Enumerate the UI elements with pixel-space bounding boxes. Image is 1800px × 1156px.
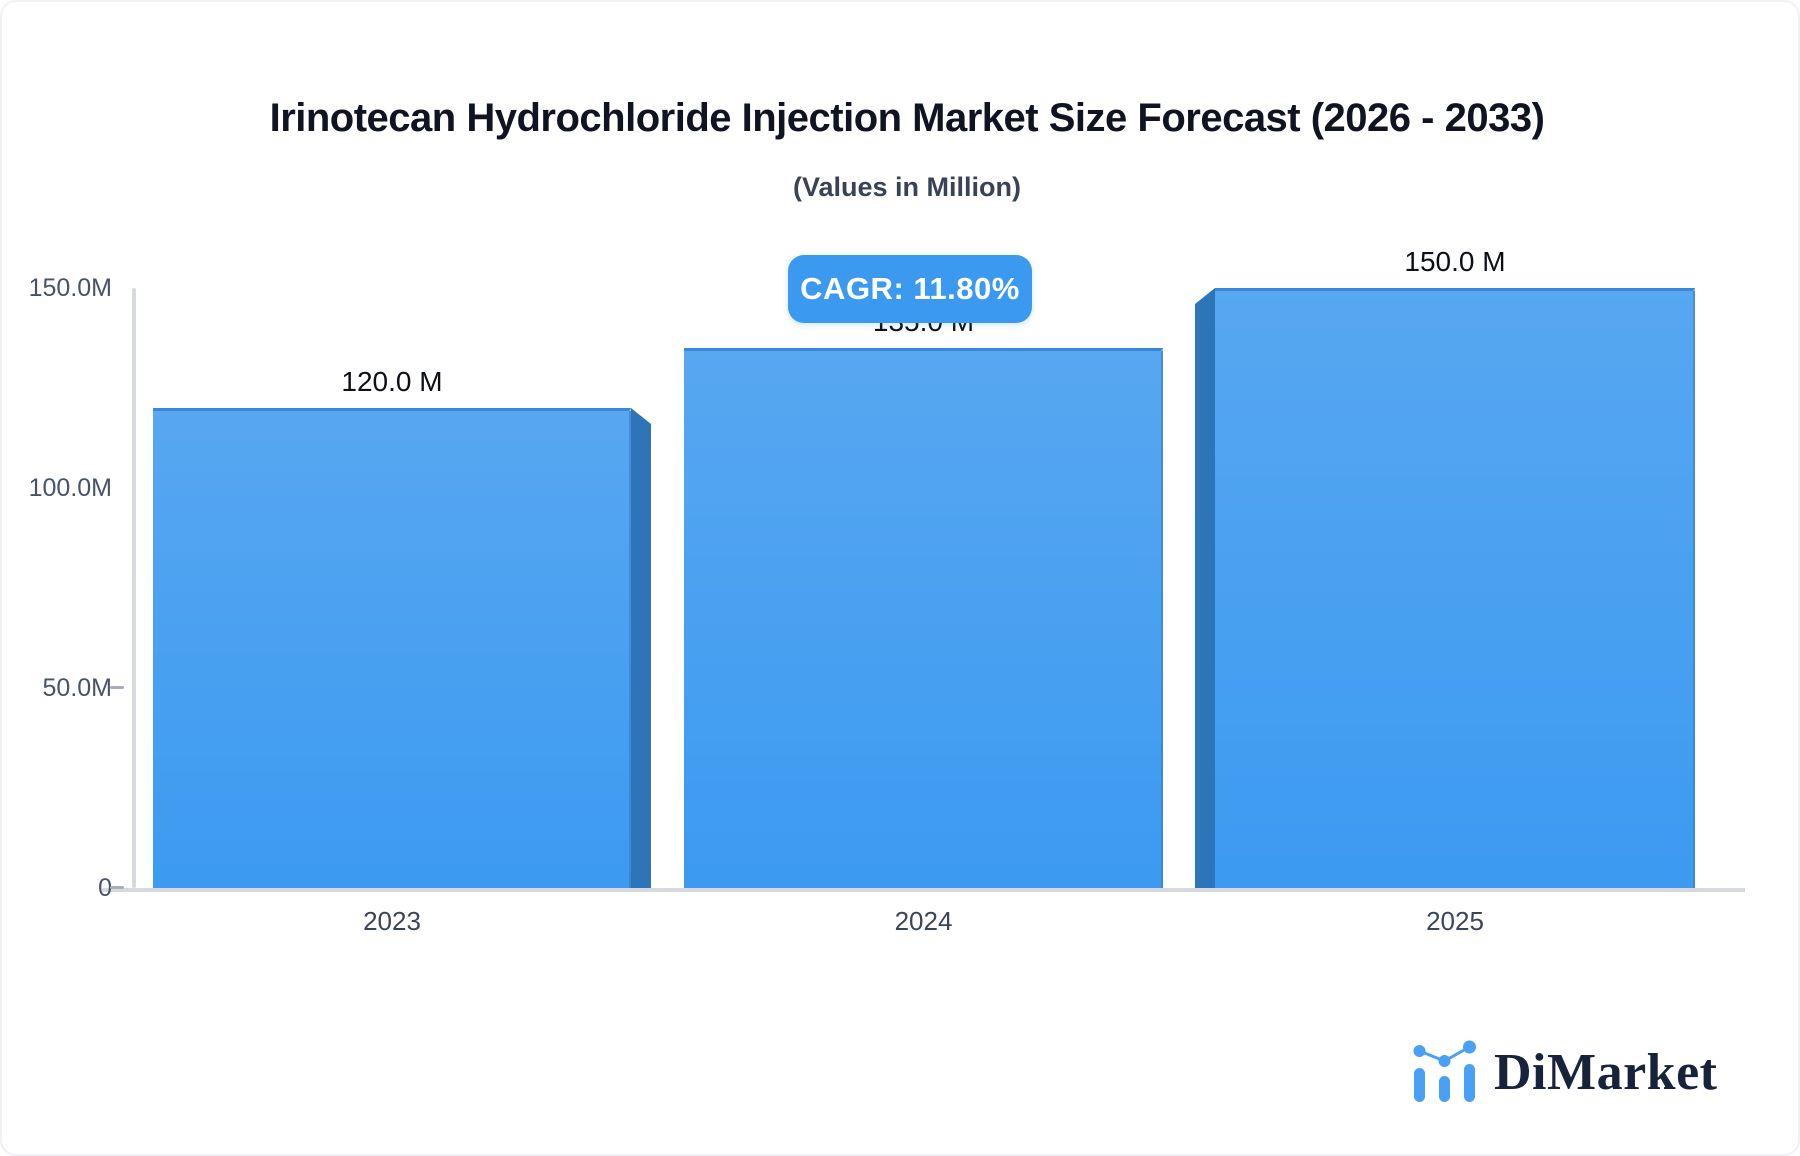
bar-3d-side-2023 (631, 408, 651, 888)
bar-2023[interactable] (153, 408, 631, 888)
y-tick-150m: 150.0M (28, 274, 112, 302)
y-tick-mark-50m (110, 686, 124, 689)
cagr-badge-label: CAGR: 11.80% (800, 271, 1020, 306)
y-tick-0: 0 (98, 874, 112, 902)
y-tick-mark-0 (110, 886, 124, 889)
bar-2024[interactable] (684, 348, 1163, 888)
x-axis-baseline (102, 888, 1745, 892)
x-label-2025: 2025 (1426, 906, 1484, 936)
y-axis-line (132, 288, 136, 888)
chart-title: Irinotecan Hydrochloride Injection Marke… (269, 96, 1545, 140)
bar-value-label-2025: 150.0 M (1404, 246, 1506, 277)
cagr-badge: CAGR: 11.80% (788, 255, 1032, 323)
dimarket-logo: DiMarket (1410, 1038, 1717, 1106)
y-tick-100m: 100.0M (28, 474, 112, 502)
bar-value-label-2023: 120.0 M (341, 366, 443, 397)
bar-2025[interactable] (1215, 288, 1695, 888)
bar-line-chart-icon (1413, 1040, 1476, 1102)
x-label-2024: 2024 (894, 906, 953, 936)
x-label-2023: 2023 (363, 906, 421, 936)
dimarket-logo-text: DiMarket (1494, 1043, 1718, 1101)
y-tick-50m: 50.0M (42, 674, 112, 702)
bar-3d-side-2025 (1195, 288, 1215, 888)
chart-subtitle: (Values in Million) (792, 172, 1022, 202)
